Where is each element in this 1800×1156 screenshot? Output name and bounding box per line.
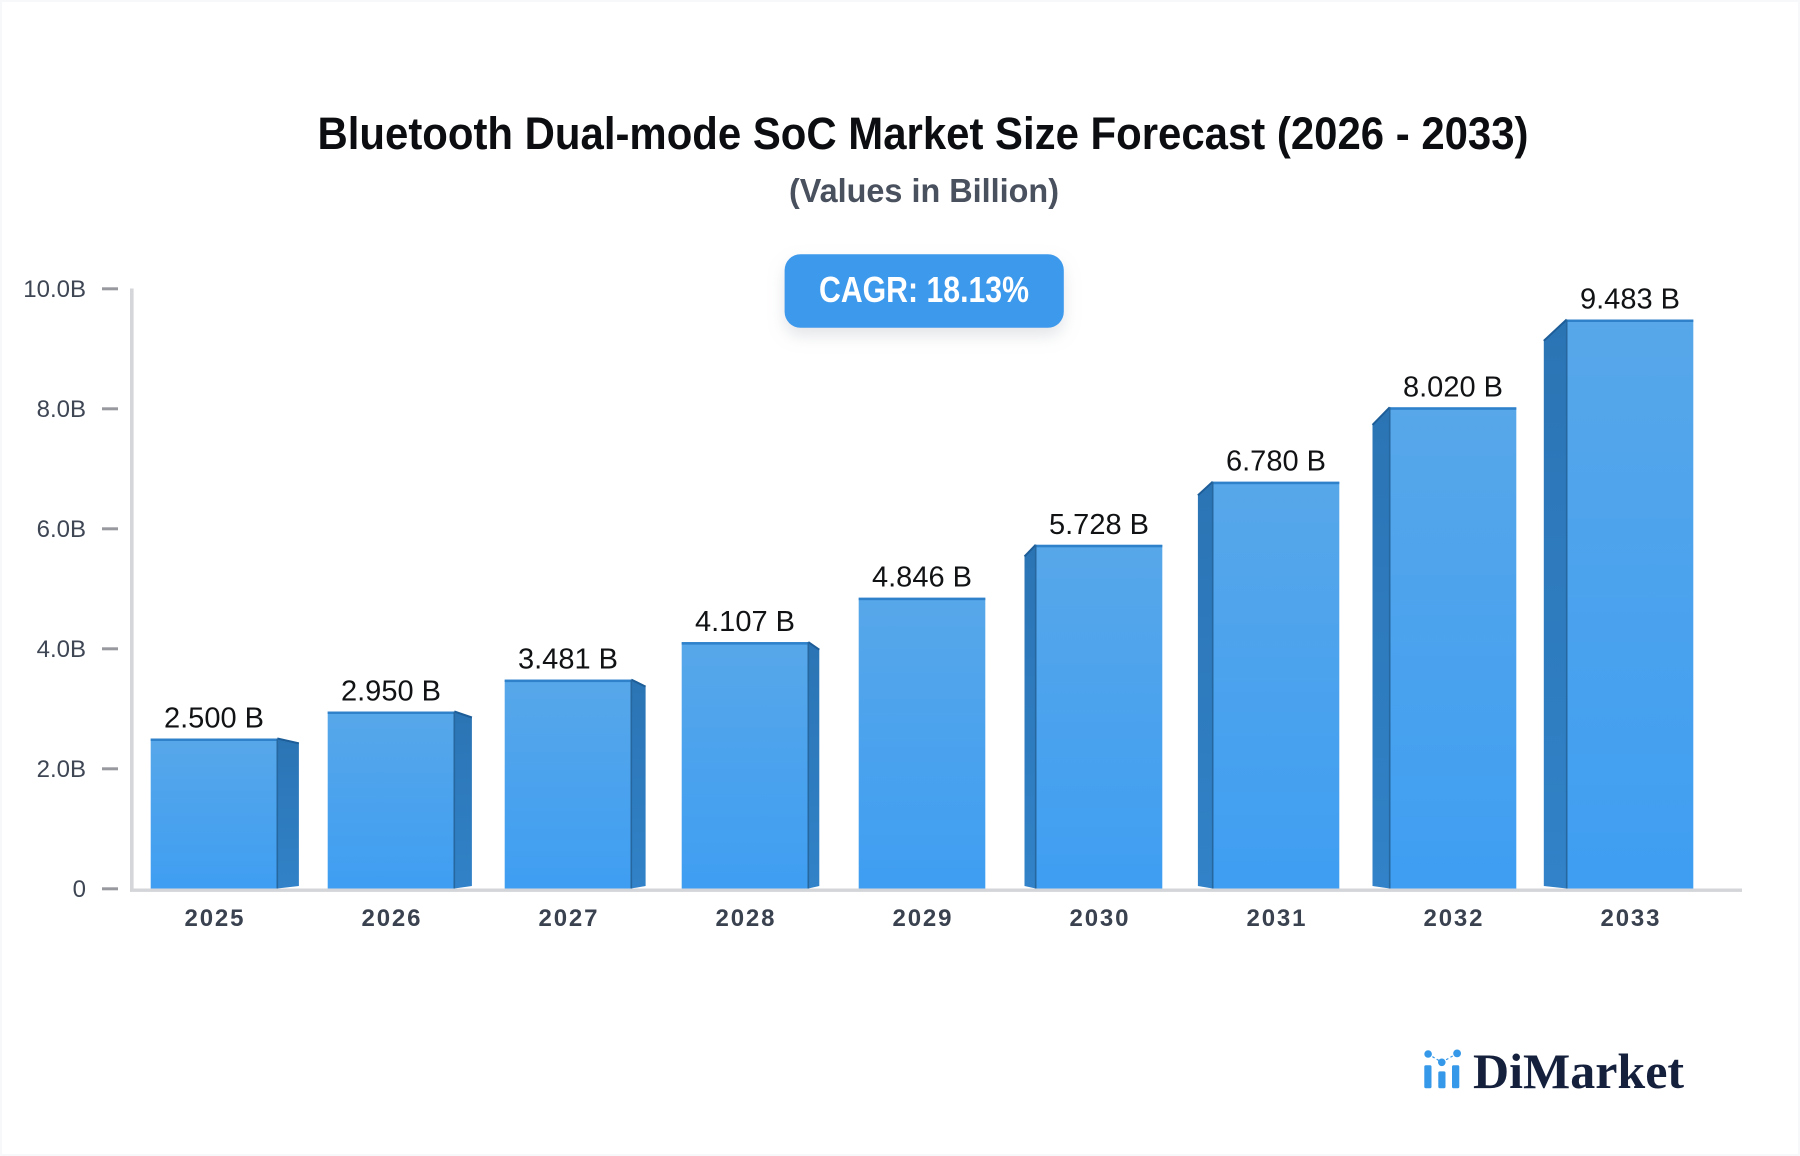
svg-text:8.020 B: 8.020 B [1403, 371, 1503, 403]
svg-text:6.0B: 6.0B [37, 516, 86, 543]
svg-text:2033: 2033 [1601, 905, 1660, 932]
svg-text:Bluetooth Dual-mode SoC Market: Bluetooth Dual-mode SoC Market Size Fore… [318, 108, 1529, 159]
svg-text:4.846 B: 4.846 B [872, 562, 972, 594]
svg-text:2027: 2027 [539, 905, 598, 932]
svg-text:CAGR: 18.13%: CAGR: 18.13% [819, 269, 1029, 310]
svg-text:2.500 B: 2.500 B [164, 703, 264, 735]
svg-text:4.0B: 4.0B [37, 636, 86, 663]
svg-text:2.950 B: 2.950 B [341, 676, 441, 708]
svg-text:10.0B: 10.0B [23, 276, 86, 303]
svg-text:2028: 2028 [716, 905, 775, 932]
svg-text:2032: 2032 [1424, 905, 1483, 932]
svg-text:2.0B: 2.0B [37, 756, 86, 783]
svg-text:2025: 2025 [185, 905, 244, 932]
svg-text:6.780 B: 6.780 B [1226, 446, 1326, 478]
svg-text:9.483 B: 9.483 B [1580, 284, 1680, 316]
svg-text:DiMarket: DiMarket [1473, 1043, 1684, 1099]
svg-text:2029: 2029 [893, 905, 952, 932]
svg-text:8.0B: 8.0B [37, 396, 86, 423]
svg-text:2030: 2030 [1070, 905, 1129, 932]
svg-text:3.481 B: 3.481 B [518, 644, 618, 676]
svg-text:(Values in Billion): (Values in Billion) [789, 172, 1059, 209]
svg-text:2031: 2031 [1247, 905, 1306, 932]
svg-text:2026: 2026 [362, 905, 421, 932]
svg-text:4.107 B: 4.107 B [695, 606, 795, 638]
svg-text:0: 0 [73, 876, 86, 903]
svg-text:5.728 B: 5.728 B [1049, 509, 1149, 541]
